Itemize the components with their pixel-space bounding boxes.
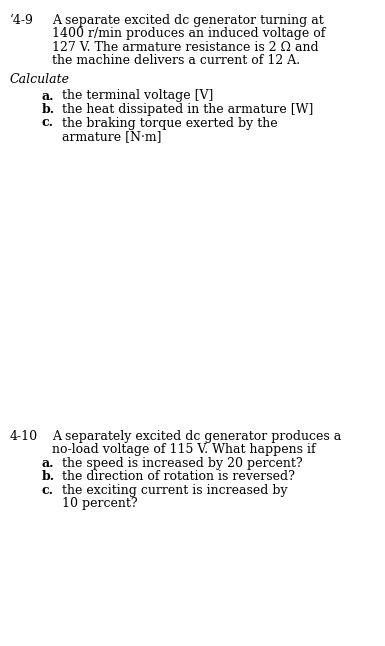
Text: the braking torque exerted by the: the braking torque exerted by the bbox=[62, 116, 278, 129]
Text: c.: c. bbox=[42, 484, 54, 497]
Text: 4-10: 4-10 bbox=[10, 430, 38, 443]
Text: the direction of rotation is reversed?: the direction of rotation is reversed? bbox=[62, 470, 295, 483]
Text: the machine delivers a current of 12 A.: the machine delivers a current of 12 A. bbox=[52, 54, 300, 67]
Text: Calculate: Calculate bbox=[10, 73, 70, 86]
Text: A separate excited dc generator turning at: A separate excited dc generator turning … bbox=[52, 14, 324, 27]
Text: no-load voltage of 115 V. What happens if: no-load voltage of 115 V. What happens i… bbox=[52, 444, 316, 457]
Text: the terminal voltage [V]: the terminal voltage [V] bbox=[62, 90, 213, 103]
Text: armature [N·m]: armature [N·m] bbox=[62, 130, 161, 143]
Text: the heat dissipated in the armature [W]: the heat dissipated in the armature [W] bbox=[62, 103, 313, 116]
Text: A separately excited dc generator produces a: A separately excited dc generator produc… bbox=[52, 430, 341, 443]
Text: c.: c. bbox=[42, 116, 54, 129]
Text: the exciting current is increased by: the exciting current is increased by bbox=[62, 484, 288, 497]
Text: 10 percent?: 10 percent? bbox=[62, 497, 137, 510]
Text: the speed is increased by 20 percent?: the speed is increased by 20 percent? bbox=[62, 457, 303, 470]
Text: ‘4-9: ‘4-9 bbox=[10, 14, 34, 27]
Text: 127 V. The armature resistance is 2 Ω and: 127 V. The armature resistance is 2 Ω an… bbox=[52, 41, 319, 54]
Text: a.: a. bbox=[42, 457, 55, 470]
Text: 1400 r/min produces an induced voltage of: 1400 r/min produces an induced voltage o… bbox=[52, 28, 325, 41]
Text: a.: a. bbox=[42, 90, 55, 103]
Text: b.: b. bbox=[42, 470, 55, 483]
Text: b.: b. bbox=[42, 103, 55, 116]
